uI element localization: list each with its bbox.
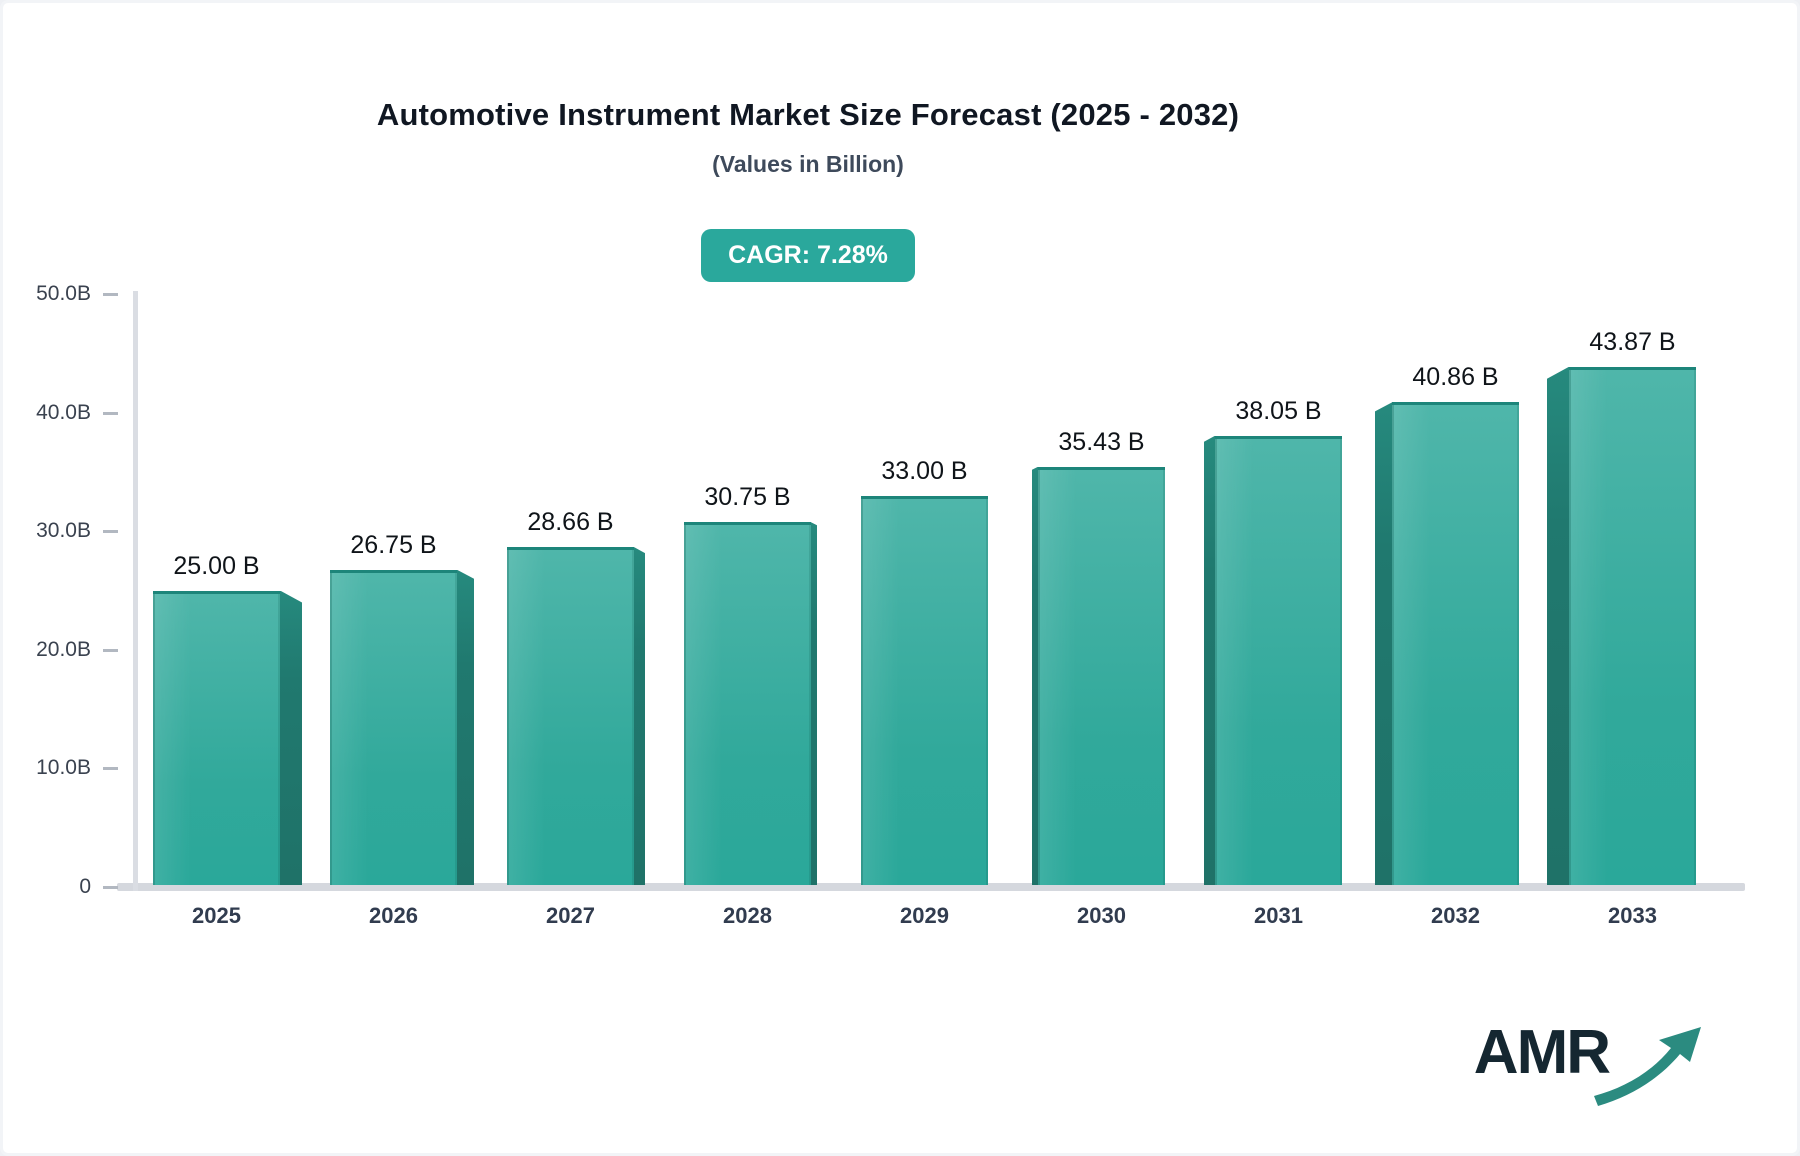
y-tick-label: 50.0B	[36, 282, 91, 305]
bar-2031	[1215, 435, 1342, 885]
y-tick-dash	[103, 530, 118, 534]
bar-side	[457, 569, 474, 885]
x-axis-label: 2033	[1608, 903, 1657, 928]
bar-side	[1204, 435, 1215, 885]
bar-value-label: 43.87 B	[1589, 327, 1676, 356]
bar-value-label: 38.05 B	[1235, 396, 1322, 425]
y-tick-label: 0	[79, 875, 91, 898]
y-tick-label: 40.0B	[36, 400, 91, 424]
x-axis-label: 2032	[1431, 903, 1480, 928]
cagr-badge: CAGR: 7.28%	[701, 229, 915, 282]
y-tick-label: 30.0B	[36, 519, 91, 543]
bar-value-label: 25.00 B	[173, 551, 260, 580]
y-tick-dash	[103, 767, 118, 771]
x-axis-label: 2025	[192, 903, 241, 928]
bar-value-label: 28.66 B	[527, 508, 614, 537]
bar-side	[280, 590, 302, 885]
x-axis-label: 2029	[900, 903, 949, 928]
y-tick-dash	[103, 293, 118, 296]
y-tick-dash	[103, 411, 118, 415]
bar-value-label: 40.86 B	[1412, 363, 1499, 392]
bar-2026	[330, 569, 457, 885]
bar-value-label: 26.75 B	[350, 530, 437, 559]
chart-subtitle: (Values in Billion)	[712, 151, 904, 177]
bar-value-label: 35.43 B	[1058, 427, 1145, 456]
amr-logo: AMR	[1473, 1018, 1705, 1111]
chart-title: Automotive Instrument Market Size Foreca…	[376, 97, 1240, 132]
bar-side	[1032, 466, 1038, 885]
bar-2030	[1038, 466, 1165, 885]
x-axis-label: 2030	[1077, 903, 1126, 928]
x-axis-label: 2031	[1254, 903, 1303, 928]
x-axis-label: 2028	[723, 903, 772, 928]
bar-2033	[1569, 366, 1696, 885]
x-axis-baseline	[117, 883, 1745, 891]
y-tick-label: 10.0B	[36, 756, 91, 780]
bar-side	[634, 547, 645, 885]
bar-2025	[153, 590, 280, 885]
y-tick-label: 20.0B	[36, 637, 91, 661]
bar-value-label: 33.00 B	[881, 456, 968, 485]
cagr-badge-wrap: CAGR: 7.28%	[3, 229, 1613, 282]
bar-2028	[684, 522, 811, 885]
bar-side	[1375, 402, 1392, 885]
bar-2029	[861, 495, 988, 885]
bar-value-label: 30.75 B	[704, 483, 791, 512]
growth-arrow-icon	[1594, 1027, 1701, 1106]
amr-logo-text: AMR	[1473, 1018, 1611, 1087]
bar-2032	[1392, 402, 1519, 885]
y-tick-dash	[103, 648, 118, 652]
y-axis-line	[133, 291, 138, 891]
bar-side	[811, 522, 817, 885]
bar-side	[1547, 366, 1569, 885]
chart-area: Automotive Instrument Market Size Foreca…	[3, 3, 1797, 1153]
y-tick-dash	[103, 886, 118, 889]
bar-2027	[507, 547, 634, 885]
x-axis-label: 2026	[369, 903, 418, 928]
x-axis-label: 2027	[546, 903, 595, 928]
